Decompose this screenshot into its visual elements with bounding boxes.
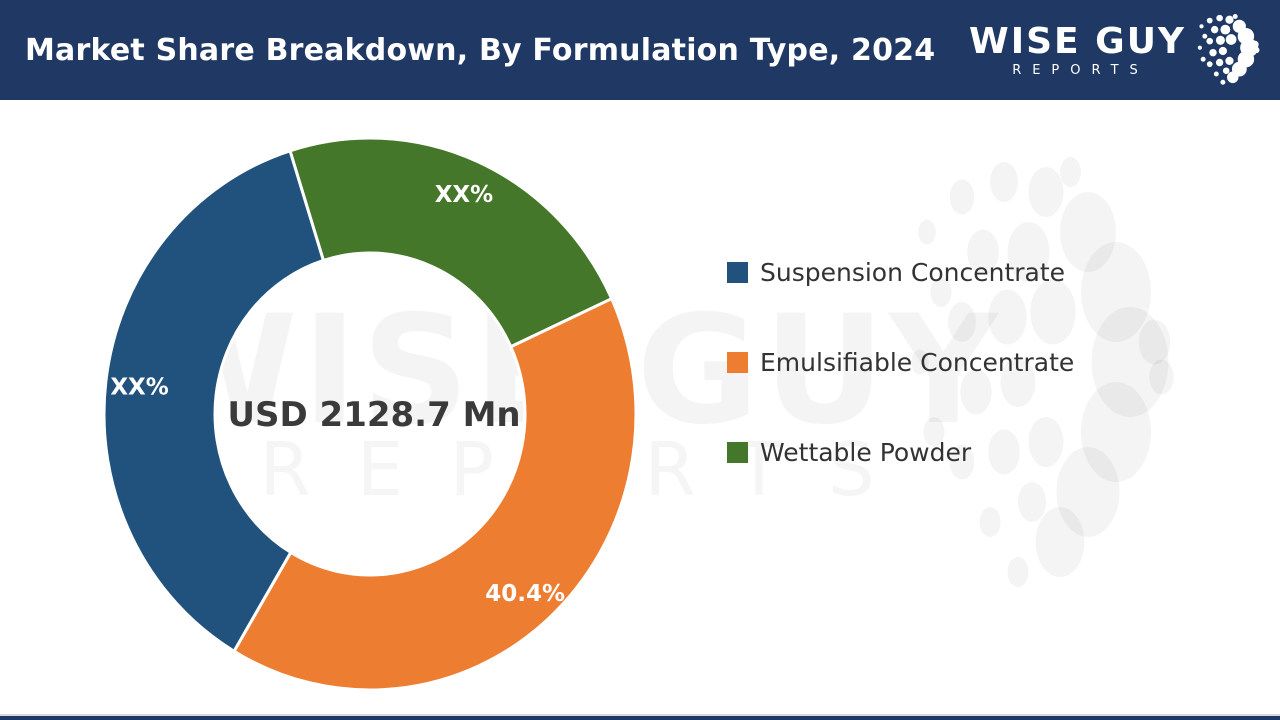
brand-logo-line2: REPORTS [1012,63,1149,78]
brand-logo-text: WISE GUY REPORTS [969,23,1186,79]
brand-face-icon [1197,14,1260,85]
donut-center-value: USD 2128.7 Mn [227,395,520,435]
footer-divider [0,714,1280,716]
brand-logo: WISE GUY REPORTS [969,8,1264,94]
legend-item-emulsifiable-concentrate[interactable]: Emulsifiable Concentrate [727,346,1074,378]
page-title: Market Share Breakdown, By Formulation T… [25,32,936,68]
legend-label: Suspension Concentrate [760,257,1066,287]
chart-legend: Suspension Concentrate Emulsifiable Conce… [727,256,1074,526]
slice-label-emulsifiable-concentrate: 40.4% [485,581,565,607]
header: Market Share Breakdown, By Formulation T… [0,0,1280,100]
donut-chart: WISE GUY REPORTS XX%40.4%XX% USD 2128.7 … [102,136,1174,692]
donut-slice-wettable-powder[interactable] [288,136,614,349]
donut-slice-suspension-concentrate[interactable] [102,149,325,653]
legend-swatch-icon [727,441,748,463]
footer-bar [0,716,1280,720]
legend-label: Emulsifiable Concentrate [760,347,1075,377]
donut-slice-labels: XX% 40.4% XX% [110,182,565,607]
brand-logo-line1: WISE GUY [968,21,1186,62]
slice-label-suspension-concentrate: XX% [110,374,169,400]
slice-label-wettable-powder: XX% [435,182,494,208]
legend-swatch-icon [727,261,748,283]
donut-slices [102,136,638,692]
legend-item-wettable-powder[interactable]: Wettable Powder [727,436,1074,468]
legend-item-suspension-concentrate[interactable]: Suspension Concentrate [727,256,1074,288]
legend-label: Wettable Powder [760,437,972,467]
legend-swatch-icon [727,351,748,373]
chart-area: WISE GUY REPORTS XX%40.4%XX% USD 2128.7 … [0,100,1280,714]
donut-slice-emulsifiable-concentrate[interactable] [232,297,638,692]
